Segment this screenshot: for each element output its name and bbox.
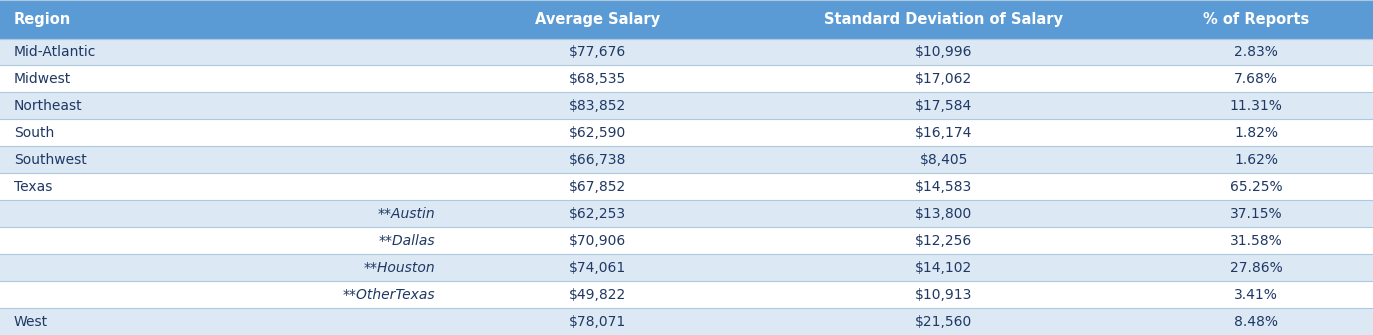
- Text: $14,102: $14,102: [916, 261, 972, 275]
- Text: 31.58%: 31.58%: [1230, 234, 1282, 248]
- Text: Standard Deviation of Salary: Standard Deviation of Salary: [824, 12, 1064, 27]
- Bar: [0, 39, 1373, 65]
- Text: % of Reports: % of Reports: [1203, 12, 1310, 27]
- Text: Northeast: Northeast: [14, 99, 82, 113]
- Bar: [0, 254, 1373, 281]
- Text: 8.48%: 8.48%: [1234, 315, 1278, 329]
- Text: $16,174: $16,174: [916, 126, 972, 140]
- Bar: [0, 308, 1373, 335]
- Bar: [0, 146, 1373, 173]
- Text: 2.83%: 2.83%: [1234, 45, 1278, 59]
- Text: Mid-Atlantic: Mid-Atlantic: [14, 45, 96, 59]
- Text: $49,822: $49,822: [568, 287, 626, 302]
- Bar: [0, 173, 1373, 200]
- Text: 27.86%: 27.86%: [1230, 261, 1282, 275]
- Text: $10,996: $10,996: [916, 45, 972, 59]
- Text: $12,256: $12,256: [916, 234, 972, 248]
- Text: 37.15%: 37.15%: [1230, 207, 1282, 221]
- Text: $66,738: $66,738: [568, 153, 626, 167]
- Bar: [0, 92, 1373, 119]
- Text: $62,253: $62,253: [568, 207, 626, 221]
- Text: $17,062: $17,062: [916, 72, 972, 86]
- Text: $68,535: $68,535: [568, 72, 626, 86]
- Text: Southwest: Southwest: [14, 153, 86, 167]
- Text: 7.68%: 7.68%: [1234, 72, 1278, 86]
- Bar: [0, 0, 1373, 39]
- Text: $8,405: $8,405: [920, 153, 968, 167]
- Text: Midwest: Midwest: [14, 72, 71, 86]
- Text: **OtherTexas: **OtherTexas: [343, 287, 435, 302]
- Bar: [0, 200, 1373, 227]
- Text: Average Salary: Average Salary: [534, 12, 660, 27]
- Text: 1.62%: 1.62%: [1234, 153, 1278, 167]
- Text: West: West: [14, 315, 48, 329]
- Text: $74,061: $74,061: [568, 261, 626, 275]
- Text: **Dallas: **Dallas: [379, 234, 435, 248]
- Text: 65.25%: 65.25%: [1230, 180, 1282, 194]
- Text: Region: Region: [14, 12, 71, 27]
- Text: Texas: Texas: [14, 180, 52, 194]
- Bar: [0, 227, 1373, 254]
- Text: **Houston: **Houston: [364, 261, 435, 275]
- Bar: [0, 119, 1373, 146]
- Text: $21,560: $21,560: [916, 315, 972, 329]
- Bar: [0, 65, 1373, 92]
- Text: **Austin: **Austin: [378, 207, 435, 221]
- Text: $77,676: $77,676: [568, 45, 626, 59]
- Text: $78,071: $78,071: [568, 315, 626, 329]
- Text: 1.82%: 1.82%: [1234, 126, 1278, 140]
- Text: $83,852: $83,852: [568, 99, 626, 113]
- Text: $70,906: $70,906: [568, 234, 626, 248]
- Text: 3.41%: 3.41%: [1234, 287, 1278, 302]
- Text: $10,913: $10,913: [916, 287, 972, 302]
- Bar: [0, 281, 1373, 308]
- Text: 11.31%: 11.31%: [1230, 99, 1282, 113]
- Text: $67,852: $67,852: [568, 180, 626, 194]
- Text: $14,583: $14,583: [916, 180, 972, 194]
- Text: $13,800: $13,800: [916, 207, 972, 221]
- Text: South: South: [14, 126, 54, 140]
- Text: $17,584: $17,584: [916, 99, 972, 113]
- Text: $62,590: $62,590: [568, 126, 626, 140]
